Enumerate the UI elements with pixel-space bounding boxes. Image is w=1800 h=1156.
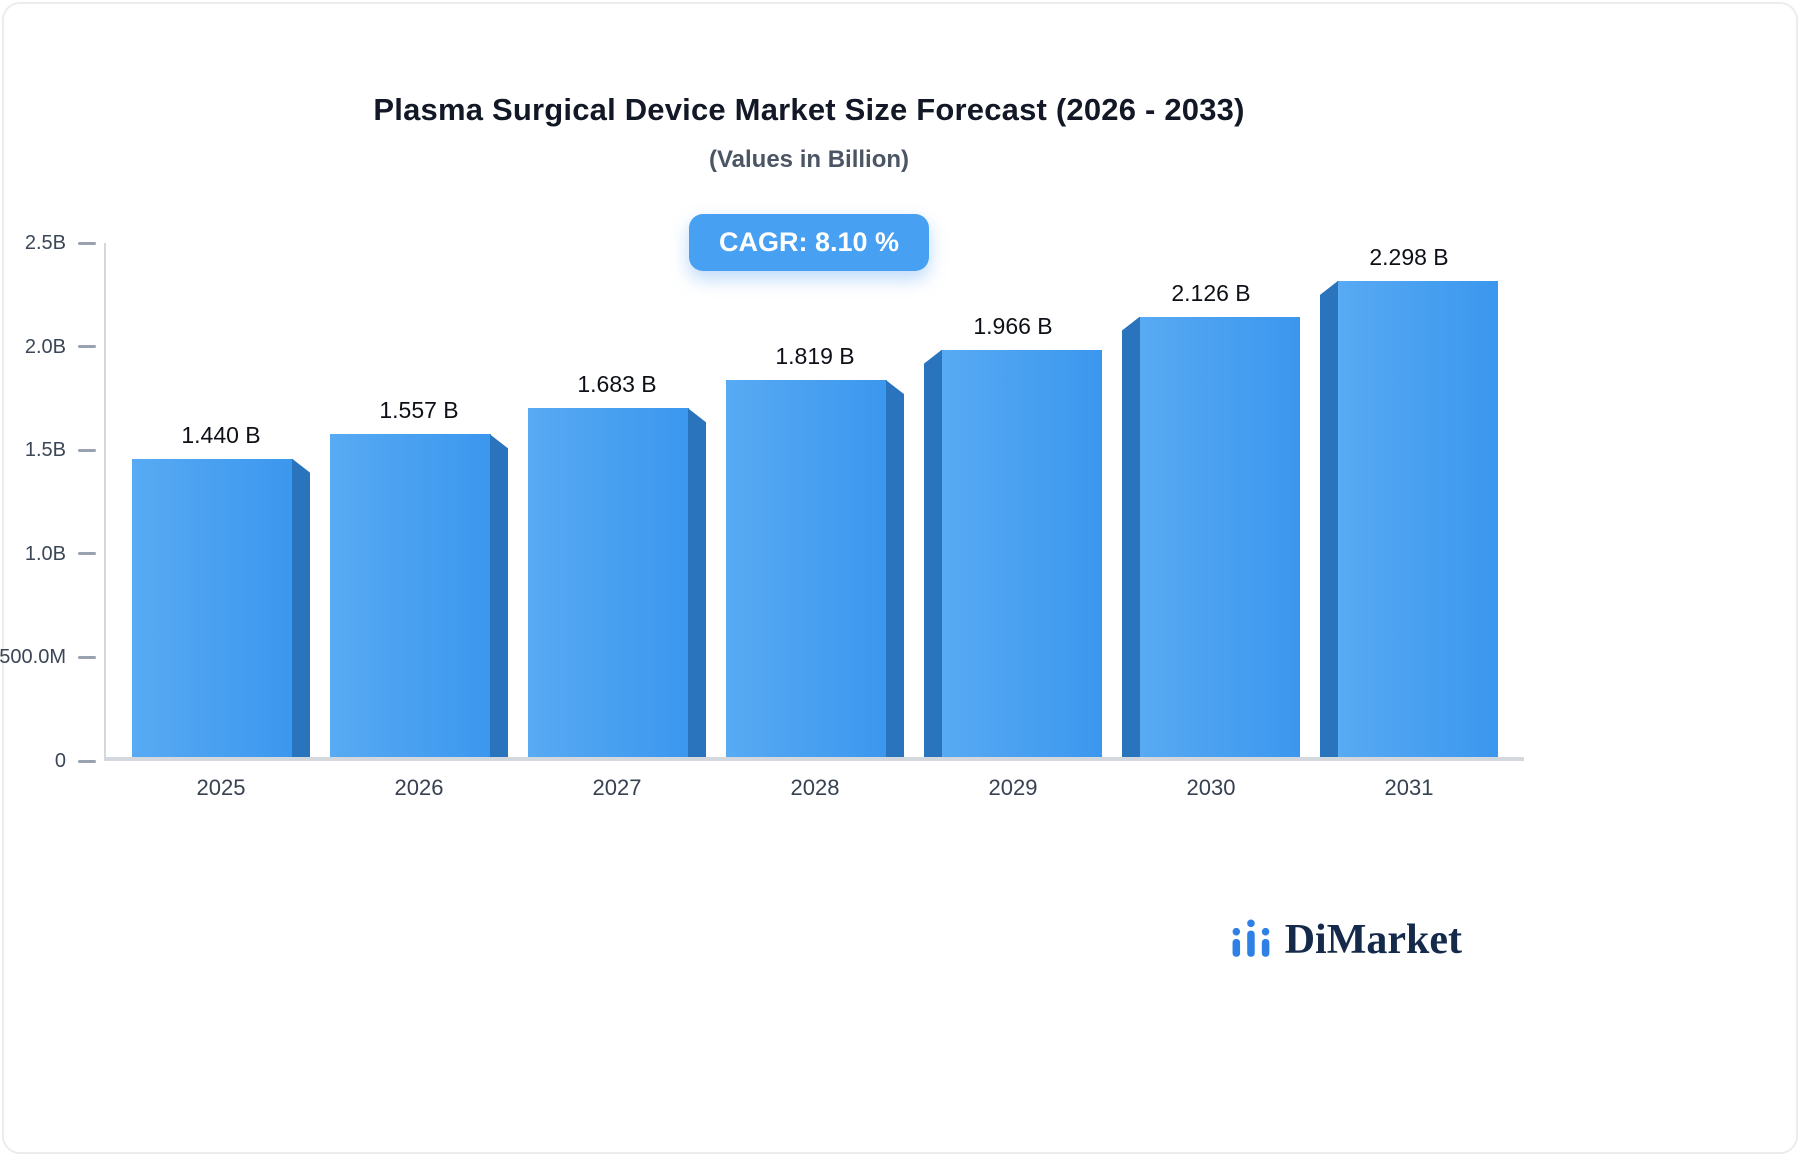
bar-side-face: [688, 408, 706, 757]
bar-front-face: [1337, 280, 1498, 757]
bar-front-face: [941, 349, 1102, 757]
y-axis-label: 2.5B: [24, 232, 66, 254]
bar: [1122, 316, 1300, 757]
y-axis-tick: [78, 241, 96, 245]
y-axis-label: 500.0M: [0, 646, 66, 669]
bar-side-face: [886, 380, 904, 757]
bar-side-face: [292, 458, 310, 757]
bar-value-label: 1.683 B: [577, 371, 657, 398]
chart-content: Plasma Surgical Device Market Size Forec…: [0, 92, 1604, 800]
bar-front-face: [1139, 316, 1300, 757]
bar-value-label: 1.440 B: [181, 421, 261, 448]
bar-slot: 1.819 B 2028: [726, 243, 904, 800]
bar: [528, 408, 706, 757]
bars-container: 1.440 B 2025 1.557 B 2026 1.683 B 2027 1.819 B…: [106, 243, 1524, 800]
bar-chart-logo-icon: [1229, 918, 1275, 960]
chart-title: Plasma Surgical Device Market Size Forec…: [373, 92, 1245, 127]
y-axis-tick: [78, 345, 96, 349]
x-axis-label: 2026: [394, 775, 444, 800]
y-axis: 2.5B 2.0B 1.5B 1.0B 500.0M 0: [0, 232, 1524, 772]
y-axis-tick: [78, 448, 96, 452]
bar: [1320, 280, 1498, 757]
bar-slot: 1.683 B 2027: [528, 243, 706, 800]
bar-value-label: 1.966 B: [973, 312, 1053, 339]
bar-value-label: 2.126 B: [1171, 279, 1251, 306]
bar-value-label: 1.557 B: [379, 397, 459, 424]
bar-side-face: [1122, 316, 1140, 757]
x-axis-label: 2028: [790, 775, 840, 800]
brand-logo: DiMarket: [1229, 917, 1462, 964]
x-axis-label: 2025: [196, 775, 246, 800]
y-axis-label: 2.0B: [24, 335, 66, 358]
bar-slot: 2.126 B 2030: [1122, 243, 1300, 800]
plot-area: 2.5B 2.0B 1.5B 1.0B 500.0M 0 1.440 B 2025 1.557…: [0, 232, 1524, 800]
x-axis-label: 2031: [1384, 775, 1434, 800]
bar: [330, 434, 508, 757]
y-axis-tick: [78, 552, 96, 556]
bar-side-face: [1320, 280, 1338, 757]
brand-name: DiMarket: [1284, 917, 1462, 964]
bar-value-label: 2.298 B: [1369, 243, 1449, 270]
bar-front-face: [132, 458, 293, 757]
bar: [132, 458, 310, 757]
chart-subtitle: (Values in Billion): [708, 146, 910, 173]
bar-front-face: [726, 380, 887, 757]
x-axis-label: 2029: [988, 775, 1038, 800]
bar: [726, 380, 904, 757]
cagr-badge-row: CAGR: 8.10 %: [14, 214, 1604, 271]
bar-value-label: 1.819 B: [775, 343, 855, 370]
bar-front-face: [330, 434, 491, 757]
y-axis-label: 1.0B: [24, 542, 66, 565]
bar-front-face: [528, 408, 689, 757]
bar-slot: 1.440 B 2025: [132, 243, 310, 800]
bar-slot: 1.966 B 2029: [924, 243, 1102, 800]
y-axis-label: 0: [54, 750, 66, 772]
x-axis-label: 2030: [1186, 775, 1236, 800]
bar: [924, 349, 1102, 757]
bar-side-face: [924, 349, 942, 757]
bar-slot: 2.298 B 2031: [1320, 243, 1498, 800]
bar-side-face: [490, 434, 508, 757]
y-axis-tick: [78, 759, 96, 763]
cagr-badge: CAGR: 8.10 %: [688, 214, 930, 271]
y-axis-label: 1.5B: [24, 439, 66, 462]
bar-chart: 2.5B 2.0B 1.5B 1.0B 500.0M 0 1.440 B 2025 1.557…: [0, 232, 1604, 800]
bar-slot: 1.557 B 2026: [330, 243, 508, 800]
y-axis-tick: [78, 655, 96, 659]
x-axis-label: 2027: [592, 775, 642, 800]
